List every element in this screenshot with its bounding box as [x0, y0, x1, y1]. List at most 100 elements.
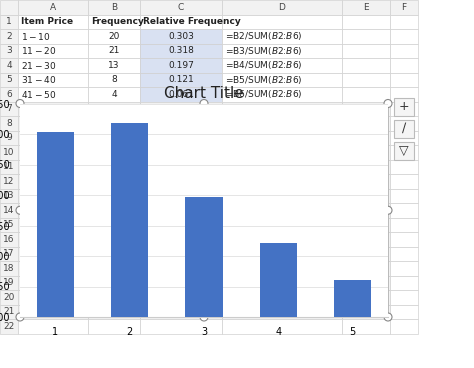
Bar: [222, 145, 342, 159]
Text: Relative Frequency: Relative Frequency: [143, 17, 241, 26]
Bar: [222, 0, 342, 14]
Bar: [88, 145, 140, 159]
Bar: [0, 203, 18, 217]
Bar: [88, 72, 140, 87]
Text: 0.197: 0.197: [168, 61, 194, 70]
Bar: [36, 132, 74, 317]
Bar: [18, 87, 88, 102]
Bar: [185, 197, 223, 317]
Bar: [390, 43, 418, 58]
Title: Chart Title: Chart Title: [164, 86, 244, 101]
Bar: [390, 145, 418, 159]
Bar: [342, 203, 390, 217]
Text: =B5/SUM($B$2:$B$6): =B5/SUM($B$2:$B$6): [225, 74, 302, 86]
Bar: [390, 217, 418, 232]
Bar: [18, 131, 88, 145]
Text: 16: 16: [3, 235, 15, 244]
Bar: [390, 131, 418, 145]
Text: $11 - $20: $11 - $20: [21, 45, 56, 56]
Text: =B2/SUM($B$2:$B$6): =B2/SUM($B$2:$B$6): [225, 30, 302, 42]
Bar: [18, 29, 88, 43]
Bar: [140, 131, 222, 145]
Text: A: A: [50, 3, 56, 12]
Bar: [140, 319, 222, 333]
Text: 17: 17: [3, 249, 15, 258]
Bar: [222, 87, 342, 102]
Text: =B4/SUM($B$2:$B$6): =B4/SUM($B$2:$B$6): [225, 59, 302, 71]
Bar: [18, 276, 88, 290]
Bar: [390, 203, 418, 217]
Bar: [390, 102, 418, 116]
Bar: [18, 174, 88, 188]
Bar: [88, 232, 140, 247]
Circle shape: [200, 99, 208, 107]
Bar: [0, 102, 18, 116]
Bar: [390, 304, 418, 319]
Text: 13: 13: [108, 61, 120, 70]
Text: 5: 5: [6, 75, 12, 84]
Text: 18: 18: [3, 264, 15, 273]
Text: 9: 9: [6, 133, 12, 142]
Bar: [88, 290, 140, 304]
Bar: [18, 14, 88, 29]
Bar: [342, 87, 390, 102]
Bar: [222, 261, 342, 276]
Bar: [342, 290, 390, 304]
Bar: [20, 103, 388, 317]
Text: 20: 20: [3, 293, 15, 302]
Text: 4: 4: [6, 61, 12, 70]
Bar: [140, 261, 222, 276]
Bar: [0, 290, 18, 304]
Bar: [222, 276, 342, 290]
Bar: [88, 188, 140, 203]
Bar: [390, 188, 418, 203]
Bar: [390, 87, 418, 102]
Bar: [0, 261, 18, 276]
Bar: [390, 29, 418, 43]
Circle shape: [200, 313, 208, 321]
Bar: [140, 217, 222, 232]
Text: 12: 12: [3, 177, 15, 186]
Bar: [0, 247, 18, 261]
Text: 14: 14: [3, 206, 15, 215]
Bar: [18, 188, 88, 203]
Bar: [140, 188, 222, 203]
Bar: [88, 217, 140, 232]
Bar: [140, 58, 222, 72]
Bar: [222, 188, 342, 203]
Text: 22: 22: [3, 322, 15, 331]
Text: 3: 3: [6, 46, 12, 55]
Bar: [0, 29, 18, 43]
Bar: [342, 43, 390, 58]
Bar: [342, 131, 390, 145]
Bar: [342, 29, 390, 43]
Circle shape: [16, 206, 24, 214]
Text: 21: 21: [3, 307, 15, 316]
Bar: [342, 247, 390, 261]
Text: $41 - $50: $41 - $50: [21, 89, 56, 100]
Bar: [18, 304, 88, 319]
Bar: [342, 102, 390, 116]
Text: 13: 13: [3, 191, 15, 200]
Text: E: E: [363, 3, 369, 12]
Bar: [140, 116, 222, 131]
Bar: [0, 14, 18, 29]
Text: =B6/SUM($B$2:$B$6): =B6/SUM($B$2:$B$6): [225, 88, 302, 100]
Bar: [342, 174, 390, 188]
Bar: [222, 232, 342, 247]
Bar: [88, 14, 140, 29]
Bar: [222, 247, 342, 261]
Text: Item Price: Item Price: [21, 17, 73, 26]
Bar: [390, 174, 418, 188]
Bar: [140, 203, 222, 217]
Text: Frequency: Frequency: [91, 17, 144, 26]
Bar: [88, 247, 140, 261]
Bar: [140, 0, 222, 14]
Bar: [0, 188, 18, 203]
Bar: [222, 304, 342, 319]
Bar: [390, 0, 418, 14]
Bar: [88, 261, 140, 276]
Bar: [390, 159, 418, 174]
Bar: [390, 58, 418, 72]
Bar: [334, 280, 371, 317]
